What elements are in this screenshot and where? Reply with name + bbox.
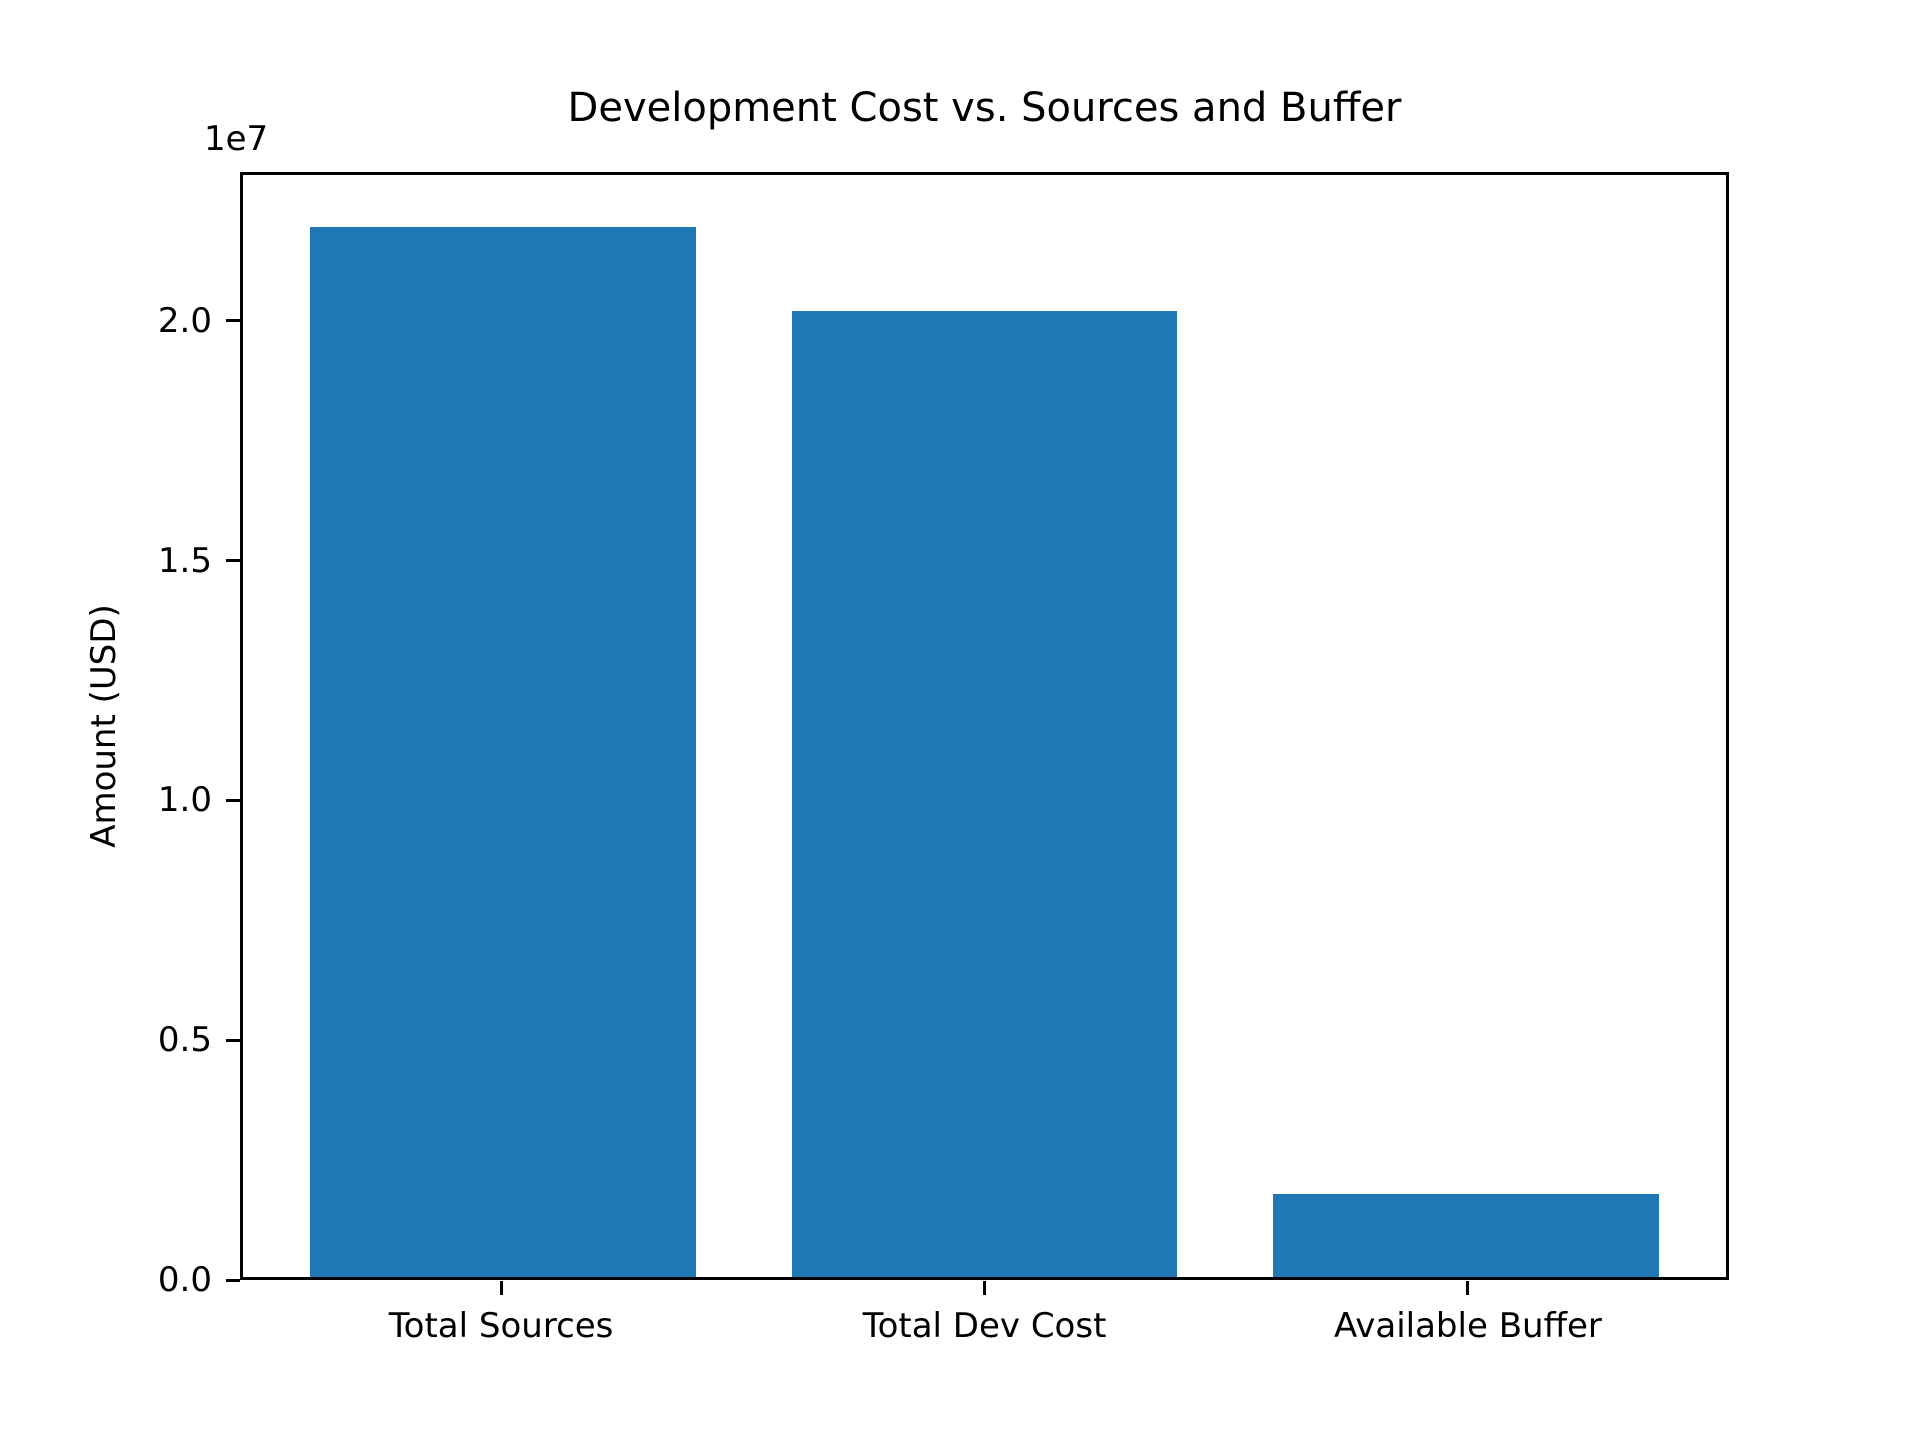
x-tick-label-total-dev-cost: Total Dev Cost bbox=[862, 1306, 1107, 1346]
chart-title: Development Cost vs. Sources and Buffer bbox=[567, 85, 1402, 131]
y-tick-mark-1.5 bbox=[226, 559, 240, 563]
x-tick-label-available-buffer: Available Buffer bbox=[1333, 1306, 1602, 1346]
bar-available-buffer bbox=[1273, 1193, 1659, 1277]
y-tick-label-1.5: 1.5 bbox=[157, 540, 212, 581]
y-axis-offset-label: 1e7 bbox=[204, 119, 269, 159]
y-tick-mark-0.0 bbox=[226, 1278, 240, 1282]
y-tick-mark-2.0 bbox=[226, 319, 240, 323]
plot-area bbox=[240, 172, 1729, 1280]
x-tick-label-total-sources: Total Sources bbox=[388, 1306, 614, 1346]
y-tick-label-0.5: 0.5 bbox=[157, 1020, 212, 1061]
y-tick-mark-1.0 bbox=[226, 798, 240, 802]
bar-total-sources bbox=[310, 227, 696, 1277]
y-tick-label-2.0: 2.0 bbox=[157, 300, 212, 341]
y-tick-label-1.0: 1.0 bbox=[157, 780, 212, 821]
y-tick-mark-0.5 bbox=[226, 1038, 240, 1042]
x-tick-mark-available-buffer bbox=[1466, 1281, 1470, 1295]
y-tick-label-0.0: 0.0 bbox=[157, 1260, 212, 1300]
bar-total-dev-cost bbox=[791, 310, 1178, 1277]
x-tick-mark-total-dev-cost bbox=[983, 1281, 986, 1295]
x-tick-mark-total-sources bbox=[499, 1281, 503, 1295]
